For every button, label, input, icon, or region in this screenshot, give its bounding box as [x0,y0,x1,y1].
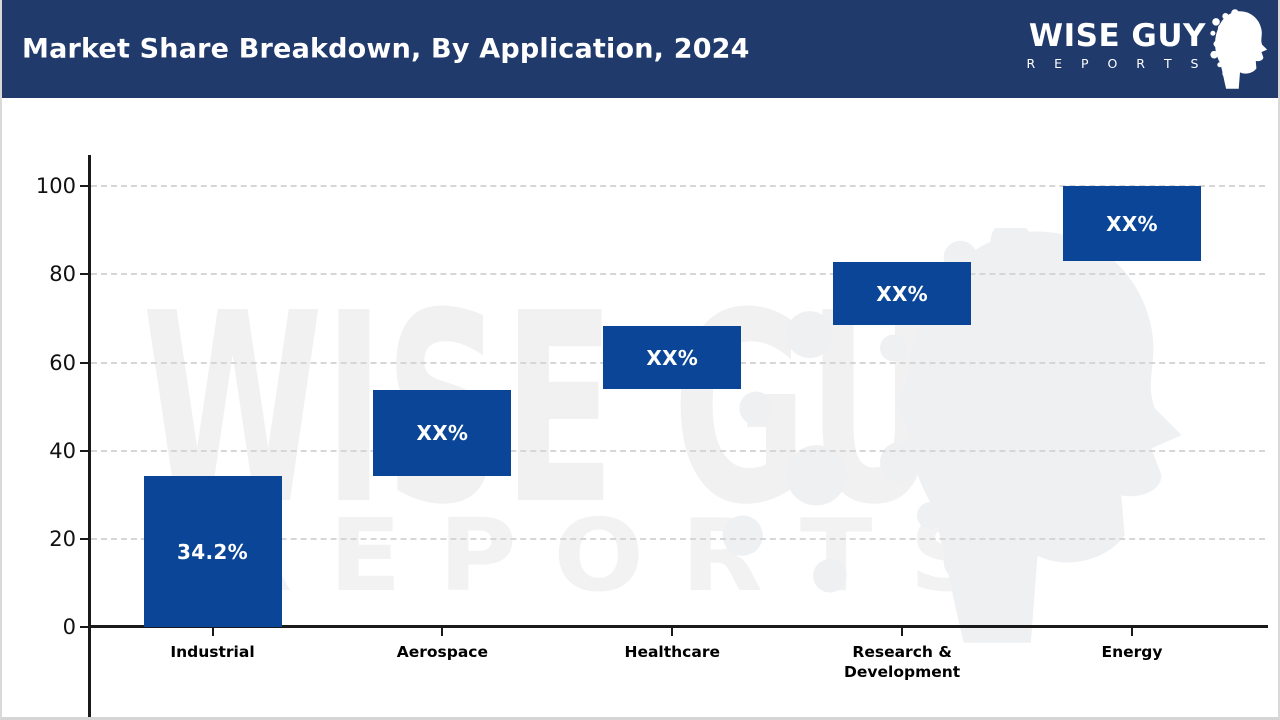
x-tick-mark-4 [1131,628,1133,636]
bar-energy: XX% [1063,186,1201,262]
watermark-reports-text: R E P O R T S [210,497,986,614]
x-tick-mark-3 [901,628,904,636]
y-tick-label-80: 80 [49,262,76,287]
y-tick-mark-60 [80,361,88,364]
gridline-20 [91,537,1265,540]
y-tick-mark-40 [80,449,88,452]
x-tick-label-healthcare: Healthcare [557,642,787,662]
logo-head-icon [1210,9,1268,89]
x-tick-label-research-: Research & Development [787,642,1017,682]
x-axis-line [88,625,1268,628]
x-tick-mark-0 [211,628,214,636]
bar-value-label: 34.2% [177,539,248,564]
y-tick-label-60: 60 [49,350,76,375]
x-tick-mark-2 [671,628,674,636]
bar-value-label: XX% [416,421,469,446]
x-tick-label-aerospace: Aerospace [327,642,557,662]
y-tick-mark-20 [80,537,88,540]
page-title: Market Share Breakdown, By Application, … [22,33,750,65]
x-tick-label-line: Development [844,663,961,682]
gridline-100 [91,185,1265,188]
y-tick-mark-100 [80,185,88,188]
brand-logo: WISE GUY R E P O R T S [1026,20,1206,71]
y-tick-label-100: 100 [35,174,76,199]
bar-value-label: XX% [646,345,699,370]
watermark: WISE GUY R E P O R T S [142,228,1182,643]
x-tick-label-energy: Energy [1017,642,1247,662]
x-tick-mark-1 [441,628,444,636]
y-axis-line [88,155,91,717]
x-tick-label-line: Energy [1101,643,1163,661]
bar-industrial: 34.2% [143,476,282,627]
x-tick-label-line: Aerospace [396,643,489,661]
bar-research-development: XX% [833,262,972,326]
bar-value-label: XX% [876,281,929,306]
gridline-40 [91,449,1265,452]
x-tick-label-industrial: Industrial [98,642,328,662]
y-tick-label-40: 40 [49,438,76,463]
chart-area: WISE GUY R E P O R T S 0 20 40 60 80 100 34.2… [2,98,1278,717]
bar-healthcare: XX% [603,326,742,390]
y-tick-mark-0 [80,626,88,628]
bar-value-label: XX% [1106,211,1158,236]
logo-wordmark: WISE GUY [1028,18,1206,54]
gridline-80 [91,273,1265,276]
x-tick-label-line: Research & [852,643,952,661]
y-tick-mark-80 [80,273,88,276]
x-tick-label-line: Industrial [170,643,255,661]
y-tick-label-20: 20 [49,526,76,551]
app-header: Market Share Breakdown, By Application, … [2,0,1278,98]
y-tick-label-0: 0 [62,615,76,639]
bar-aerospace: XX% [373,390,512,477]
logo-reports-text: R E P O R T S [1026,55,1206,71]
x-tick-label-line: Healthcare [624,643,720,661]
